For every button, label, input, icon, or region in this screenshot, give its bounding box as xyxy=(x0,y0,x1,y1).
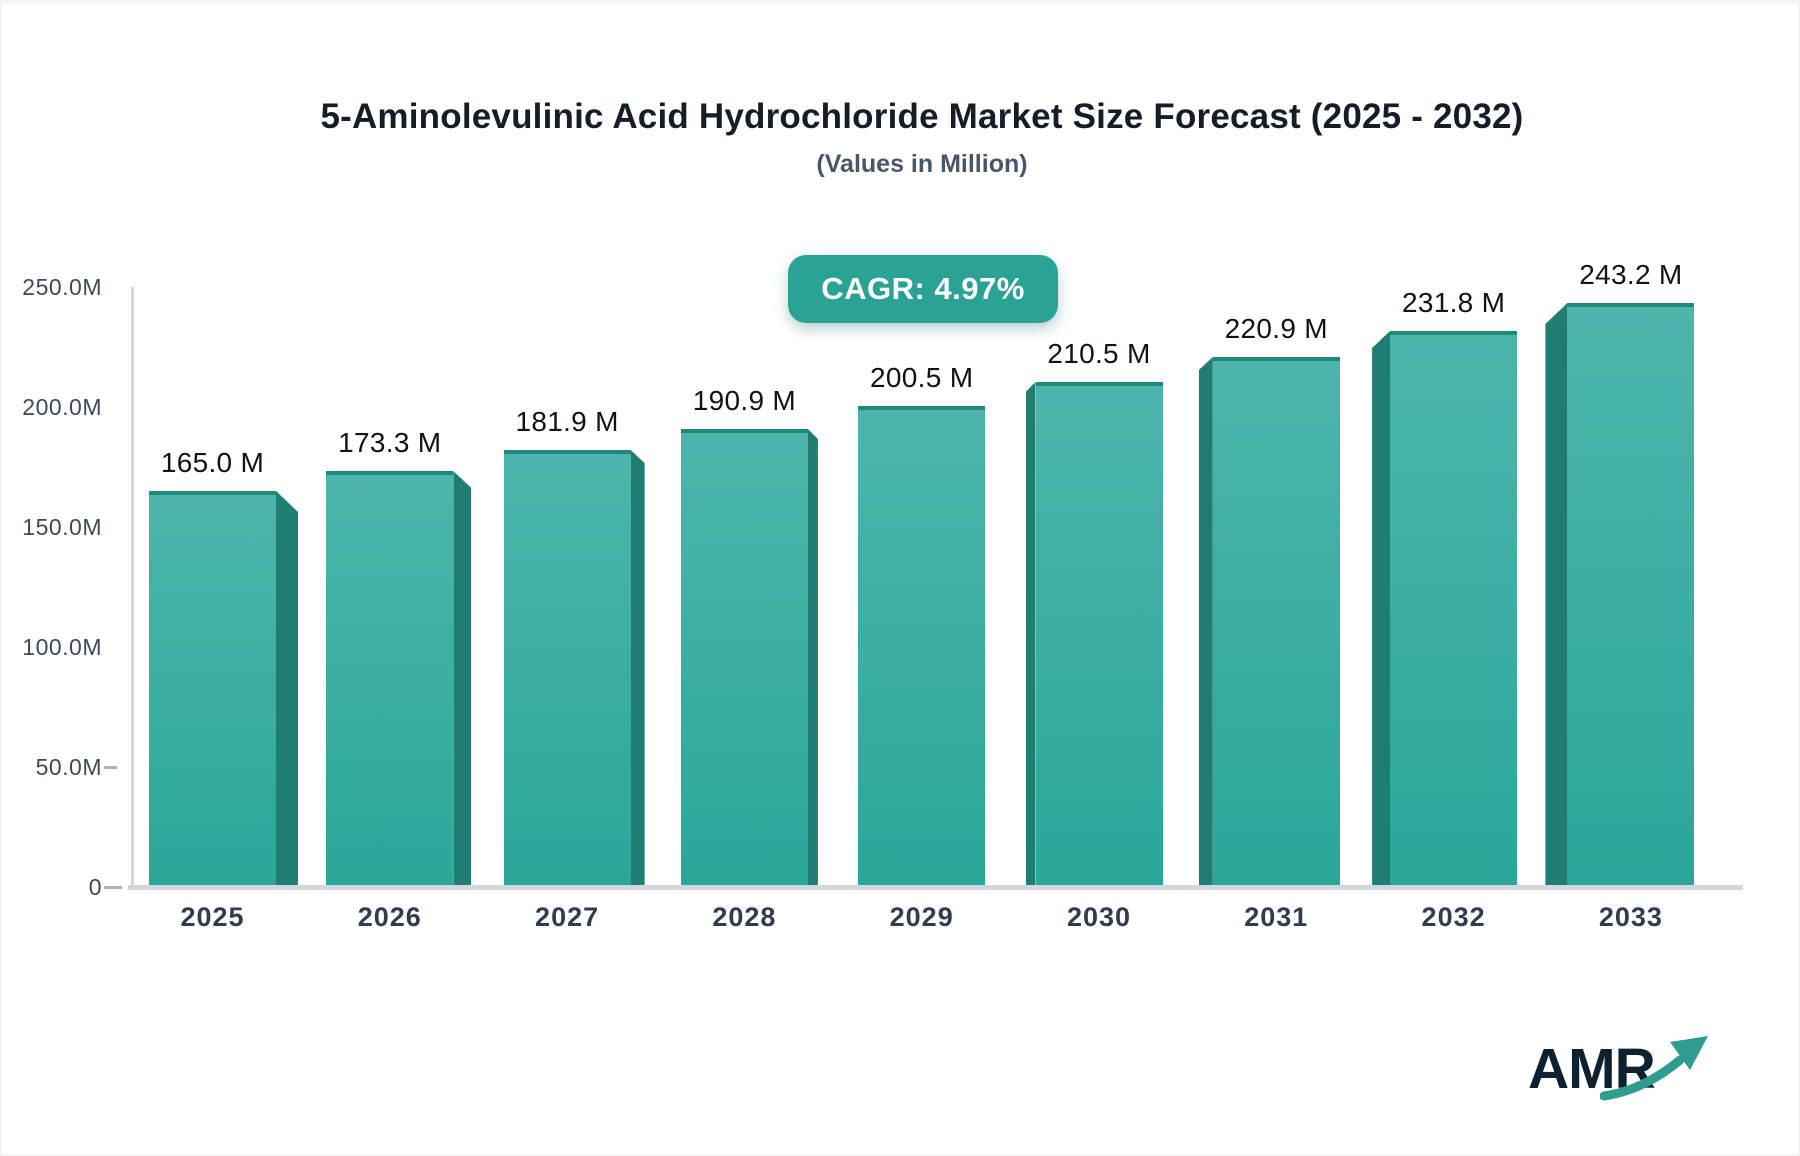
x-axis-label: 2031 xyxy=(1244,902,1309,932)
bar-value-label: 165.0 M xyxy=(160,447,265,478)
bar-value-label: 210.5 M xyxy=(1047,338,1151,369)
x-axis-label: 2025 xyxy=(180,902,245,932)
bar-2026 xyxy=(326,471,454,887)
x-axis-label: 2028 xyxy=(712,902,777,932)
bar-value-label: 243.2 M xyxy=(1579,259,1683,290)
bar-value-label: 200.5 M xyxy=(870,362,974,393)
bar-2028 xyxy=(680,429,808,887)
bar-2030 xyxy=(1035,382,1163,887)
bar-3d-side xyxy=(453,471,472,887)
bar-3d-side xyxy=(807,429,818,887)
bar-2032 xyxy=(1390,331,1518,887)
y-axis-tick-label: 100.0M xyxy=(22,634,102,660)
y-axis-tick-label: 50.0M xyxy=(35,754,102,780)
amr-logo: AMR xyxy=(1528,1036,1718,1110)
bar-value-label: 220.9 M xyxy=(1224,313,1328,344)
y-axis-tick-label: 0 xyxy=(88,874,102,900)
y-axis-tick-label: 150.0M xyxy=(22,514,102,540)
x-axis-label: 2033 xyxy=(1598,902,1663,932)
y-axis-tick-mark xyxy=(104,766,117,769)
bar-2031 xyxy=(1212,357,1340,887)
bar-2033 xyxy=(1567,303,1695,887)
x-axis-label: 2030 xyxy=(1066,902,1132,932)
bar-3d-side xyxy=(1372,331,1391,887)
x-axis-line xyxy=(128,885,1743,890)
x-axis-label: 2032 xyxy=(1421,902,1486,932)
y-axis-tick-label: 200.0M xyxy=(22,394,102,420)
bar-2027 xyxy=(503,450,631,887)
bar-3d-side xyxy=(1198,357,1213,887)
cagr-badge: CAGR: 4.97% xyxy=(788,255,1058,323)
y-axis-tick-label: 250.0M xyxy=(22,274,102,300)
bar-2029 xyxy=(858,406,986,887)
bar-3d-side xyxy=(276,491,298,887)
bar-3d-side xyxy=(1025,382,1036,887)
bar-value-label: 181.9 M xyxy=(515,406,619,437)
chart-title: 5-Aminolevulinic Acid Hydrochloride Mark… xyxy=(320,97,1524,136)
bar-2025 xyxy=(149,491,276,887)
y-axis-line xyxy=(131,287,134,887)
growth-arrow-icon xyxy=(1600,1036,1708,1101)
x-axis-label: 2027 xyxy=(535,902,600,932)
bar-3d-side xyxy=(1545,303,1568,887)
bar-value-label: 190.9 M xyxy=(692,385,797,416)
x-axis-label: 2026 xyxy=(357,902,422,932)
bar-value-label: 231.8 M xyxy=(1401,287,1506,318)
y-axis-tick-mark xyxy=(104,886,122,889)
bar-value-label: 173.3 M xyxy=(338,427,442,458)
bar-3d-side xyxy=(630,450,645,887)
x-axis-label: 2029 xyxy=(889,902,954,932)
chart-subtitle: (Values in Million) xyxy=(816,150,1028,178)
